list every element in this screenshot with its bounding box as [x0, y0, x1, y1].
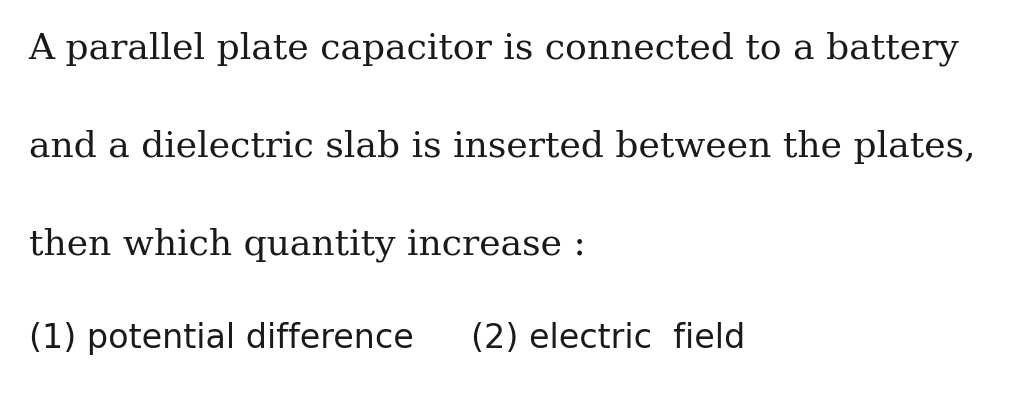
- Text: (2) electric  field: (2) electric field: [471, 322, 745, 355]
- Text: A parallel plate capacitor is connected to a battery: A parallel plate capacitor is connected …: [29, 31, 959, 66]
- Text: and a dielectric slab is inserted between the plates,: and a dielectric slab is inserted betwee…: [29, 130, 975, 164]
- Text: (1) potential difference: (1) potential difference: [29, 322, 414, 355]
- Text: then which quantity increase :: then which quantity increase :: [29, 228, 586, 263]
